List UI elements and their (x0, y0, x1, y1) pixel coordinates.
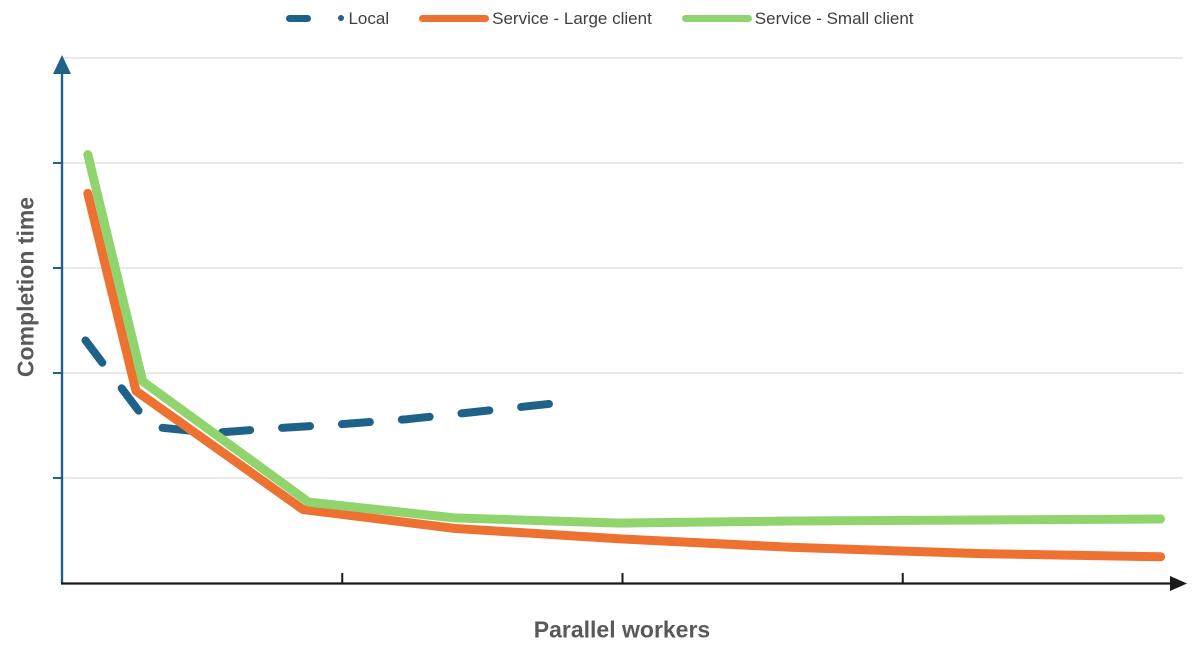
legend-label-service-large-client: Service - Large client (492, 8, 652, 28)
series-line-service-small-client[interactable] (83, 150, 1166, 528)
small-client-line-marker (681, 14, 752, 22)
local-dot-icon (338, 15, 345, 21)
legend-label-service-small-client: Service - Small client (754, 8, 914, 28)
data-series (81, 150, 1166, 562)
legend-item-local[interactable]: Local (286, 10, 389, 27)
series-line-local[interactable] (81, 336, 568, 437)
large-client-line-marker (419, 14, 490, 22)
local-dash-dot-marker (286, 14, 345, 22)
y-axis-title: Completion time (12, 196, 39, 378)
legend-label-local: Local (348, 8, 390, 28)
y-axis-ticks (53, 162, 62, 479)
legend-item-service-small-client[interactable]: Service - Small client (681, 8, 914, 28)
chart-legend: Local Service - Large client Service - S… (0, 5, 1200, 31)
gridlines (62, 57, 1183, 479)
legend-item-service-large-client[interactable]: Service - Large client (419, 10, 652, 27)
x-axis-ticks (341, 573, 904, 583)
series-line-service-large-client[interactable] (83, 188, 1166, 562)
y-axis-arrow-icon (53, 55, 71, 74)
x-axis-arrow-icon (1170, 576, 1187, 591)
x-axis-title: Parallel workers (533, 616, 711, 643)
local-dash-icon (286, 14, 312, 22)
